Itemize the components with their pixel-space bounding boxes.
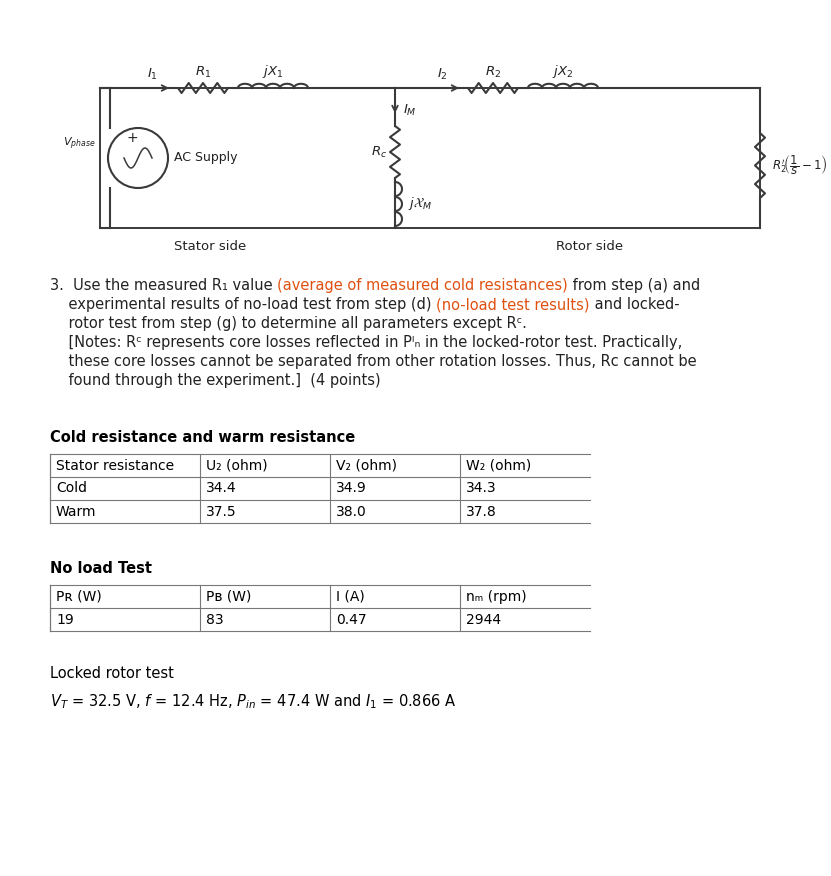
Text: (no-load test results): (no-load test results): [436, 297, 590, 312]
Text: $I_1$: $I_1$: [146, 67, 157, 81]
Text: [Notes: Rᶜ represents core losses reflected in Pᴵₙ in the locked-rotor test. Pra: [Notes: Rᶜ represents core losses reflec…: [50, 335, 682, 350]
Text: W₂ (ohm): W₂ (ohm): [466, 458, 531, 472]
Text: $I_2$: $I_2$: [436, 67, 447, 81]
Text: 2944: 2944: [466, 612, 501, 626]
Text: U₂ (ohm): U₂ (ohm): [206, 458, 268, 472]
Text: Pʀ (W): Pʀ (W): [56, 590, 101, 604]
Text: $V_{phase}$: $V_{phase}$: [63, 136, 96, 152]
Text: $R_c$: $R_c$: [371, 145, 387, 159]
Text: nₘ (rpm): nₘ (rpm): [466, 590, 527, 604]
Text: experimental results of no-load test from step (d): experimental results of no-load test fro…: [50, 297, 436, 312]
Text: found through the experiment.]  (4 points): found through the experiment.] (4 points…: [50, 373, 381, 388]
Text: I (A): I (A): [336, 590, 365, 604]
Text: $R_2'\!\left(\dfrac{1}{s}-1\right)$: $R_2'\!\left(\dfrac{1}{s}-1\right)$: [772, 153, 828, 177]
Text: $V_T$ = 32.5 V, $f$ = 12.4 Hz, $P_{in}$ = 47.4 W and $I_1$ = 0.866 A: $V_T$ = 32.5 V, $f$ = 12.4 Hz, $P_{in}$ …: [50, 692, 456, 710]
Text: Warm: Warm: [56, 505, 96, 519]
Text: +: +: [126, 131, 138, 145]
Text: (average of measured cold resistances): (average of measured cold resistances): [278, 278, 568, 293]
Text: 83: 83: [206, 612, 224, 626]
Text: Pʙ (W): Pʙ (W): [206, 590, 251, 604]
Text: 37.5: 37.5: [206, 505, 237, 519]
Text: $j\mathcal{X}_M$: $j\mathcal{X}_M$: [408, 195, 432, 213]
Text: 34.4: 34.4: [206, 482, 237, 496]
Text: Cold resistance and warm resistance: Cold resistance and warm resistance: [50, 430, 355, 445]
Text: these core losses cannot be separated from other rotation losses. Thus, Rc canno: these core losses cannot be separated fr…: [50, 354, 696, 369]
Text: No load Test: No load Test: [50, 561, 152, 576]
Text: 34.3: 34.3: [466, 482, 497, 496]
Text: $R_2$: $R_2$: [485, 65, 501, 80]
Text: 3.  Use the measured R₁ value: 3. Use the measured R₁ value: [50, 278, 278, 293]
Text: AC Supply: AC Supply: [174, 152, 238, 165]
Text: $I_M$: $I_M$: [403, 102, 416, 117]
Text: from step (a) and: from step (a) and: [568, 278, 701, 293]
Bar: [100, 88, 760, 228]
Text: 0.47: 0.47: [336, 612, 366, 626]
Text: Stator resistance: Stator resistance: [56, 458, 175, 472]
Text: 38.0: 38.0: [336, 505, 366, 519]
Text: 34.9: 34.9: [336, 482, 366, 496]
Text: rotor test from step (g) to determine all parameters except Rᶜ.: rotor test from step (g) to determine al…: [50, 316, 527, 331]
Text: $R_1$: $R_1$: [195, 65, 211, 80]
Text: Locked rotor test: Locked rotor test: [50, 666, 174, 681]
Text: Stator side: Stator side: [174, 239, 246, 252]
Text: V₂ (ohm): V₂ (ohm): [336, 458, 397, 472]
Text: 37.8: 37.8: [466, 505, 497, 519]
Text: $jX_2$: $jX_2$: [553, 63, 573, 81]
Text: Rotor side: Rotor side: [557, 239, 623, 252]
Text: $jX_1$: $jX_1$: [263, 63, 283, 81]
Text: and locked-: and locked-: [590, 297, 679, 312]
Text: Cold: Cold: [56, 482, 87, 496]
Text: 19: 19: [56, 612, 74, 626]
